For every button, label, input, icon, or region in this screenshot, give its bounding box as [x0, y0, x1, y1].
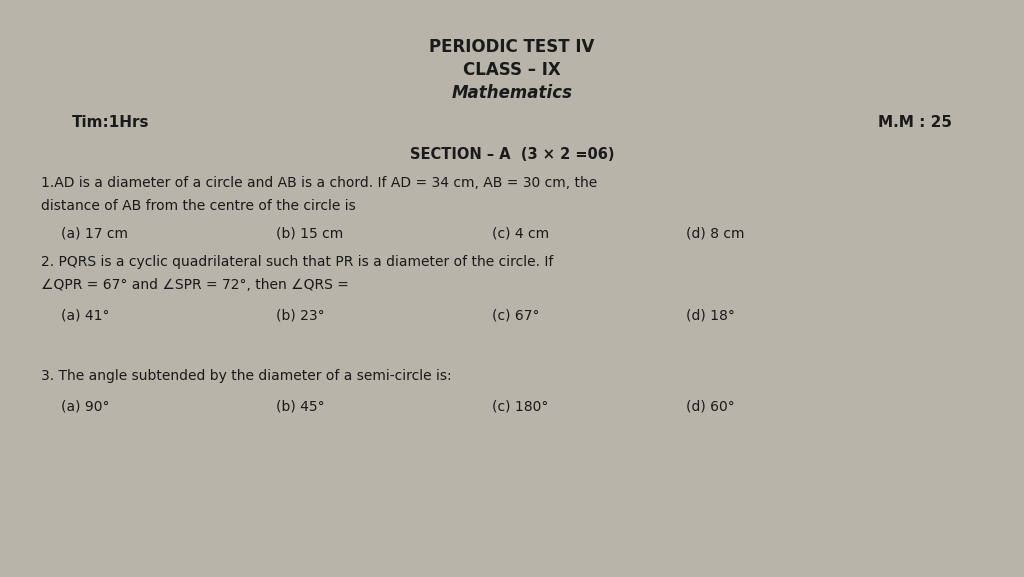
Text: (d) 60°: (d) 60°	[686, 399, 735, 413]
Text: (b) 45°: (b) 45°	[276, 399, 325, 413]
Text: (c) 67°: (c) 67°	[492, 309, 539, 323]
Text: 3. The angle subtended by the diameter of a semi-circle is:: 3. The angle subtended by the diameter o…	[41, 369, 452, 383]
Text: (c) 180°: (c) 180°	[492, 399, 548, 413]
Text: (c) 4 cm: (c) 4 cm	[492, 226, 549, 240]
Text: Mathematics: Mathematics	[452, 84, 572, 102]
Text: 2. PQRS is a cyclic quadrilateral such that PR is a diameter of the circle. If: 2. PQRS is a cyclic quadrilateral such t…	[41, 255, 553, 269]
Text: (a) 17 cm: (a) 17 cm	[61, 226, 128, 240]
Text: PERIODIC TEST IV: PERIODIC TEST IV	[429, 38, 595, 55]
Text: (d) 8 cm: (d) 8 cm	[686, 226, 744, 240]
Text: 1.AD is a diameter of a circle and AB is a chord. If AD = 34 cm, AB = 30 cm, the: 1.AD is a diameter of a circle and AB is…	[41, 176, 597, 190]
Text: (b) 15 cm: (b) 15 cm	[276, 226, 344, 240]
Text: CLASS – IX: CLASS – IX	[463, 61, 561, 78]
Text: (b) 23°: (b) 23°	[276, 309, 325, 323]
Text: ∠QPR = 67° and ∠SPR = 72°, then ∠QRS =: ∠QPR = 67° and ∠SPR = 72°, then ∠QRS =	[41, 278, 349, 292]
Text: (d) 18°: (d) 18°	[686, 309, 735, 323]
Text: distance of AB from the centre of the circle is: distance of AB from the centre of the ci…	[41, 199, 355, 213]
Text: (a) 90°: (a) 90°	[61, 399, 110, 413]
Text: (a) 41°: (a) 41°	[61, 309, 110, 323]
Text: M.M : 25: M.M : 25	[879, 115, 952, 130]
Text: SECTION – A  (3 × 2 =06): SECTION – A (3 × 2 =06)	[410, 147, 614, 162]
Text: Tim:1Hrs: Tim:1Hrs	[72, 115, 150, 130]
